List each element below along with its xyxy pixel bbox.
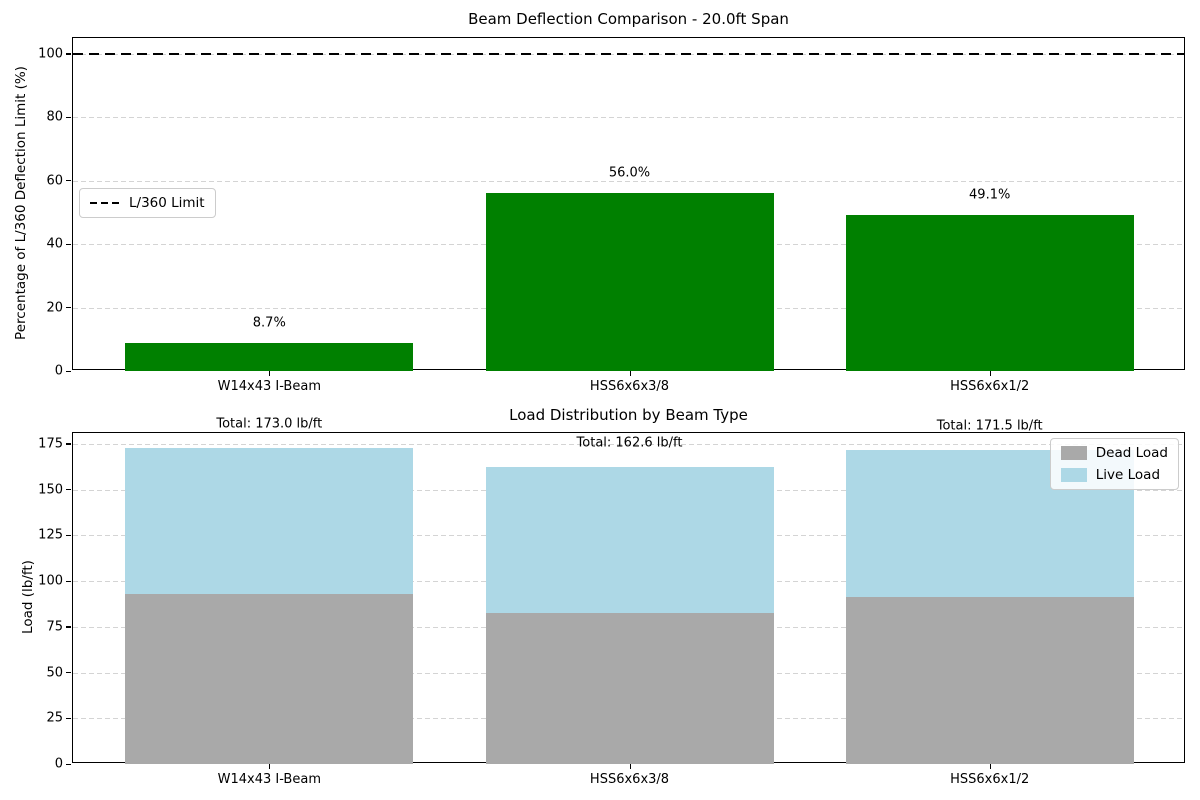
legend: Dead Load Live Load	[1049, 438, 1179, 490]
y-gridline	[73, 180, 1184, 182]
y-tick-mark	[66, 717, 71, 719]
y-gridline	[73, 117, 1184, 119]
total-load-label: Total: 162.6 lb/ft	[576, 435, 683, 451]
y-tick-label: 125	[38, 527, 63, 543]
live-load-bar	[125, 447, 414, 594]
legend: L/360 Limit	[79, 188, 216, 218]
y-tick-label: 25	[46, 710, 63, 726]
total-load-label: Total: 173.0 lb/ft	[216, 416, 323, 432]
x-tick-label: HSS6x6x1/2	[950, 772, 1030, 787]
x-tick-mark	[629, 371, 631, 376]
y-tick-label: 50	[46, 665, 63, 681]
y-tick-label: 0	[54, 363, 63, 379]
x-tick-label: HSS6x6x3/8	[589, 772, 670, 787]
y-tick-mark	[66, 370, 71, 372]
color-swatch	[1060, 446, 1087, 460]
x-tick-label: W14x43 I-Beam	[217, 772, 321, 787]
dead-load-bar	[125, 593, 414, 764]
bar-value-label: 56.0%	[608, 165, 651, 181]
y-tick-mark	[66, 307, 71, 309]
chart2-title: Load Distribution by Beam Type	[509, 406, 748, 424]
y-tick-mark	[66, 534, 71, 537]
y-tick-mark	[66, 626, 71, 628]
legend-label: L/360 Limit	[129, 195, 205, 211]
y-tick-label: 100	[38, 573, 63, 589]
y-tick-mark	[66, 243, 71, 245]
deflection-bar	[845, 215, 1134, 371]
deflection-bar	[485, 193, 774, 371]
deflection-bar	[125, 343, 414, 371]
y-tick-mark	[66, 672, 71, 674]
y-tick-label: 0	[54, 756, 63, 772]
x-tick-label: HSS6x6x3/8	[589, 379, 670, 394]
bar-value-label: 49.1%	[969, 187, 1011, 203]
x-tick-mark	[269, 764, 271, 769]
x-tick-mark	[989, 764, 991, 769]
x-tick-label: HSS6x6x1/2	[950, 379, 1030, 394]
y-tick-mark	[66, 489, 71, 491]
y-tick-label: 75	[46, 619, 63, 635]
bar-value-label: 8.7%	[252, 315, 286, 331]
legend-label: Live Load	[1095, 467, 1161, 483]
legend-label: Dead Load	[1095, 445, 1168, 461]
dead-load-bar	[485, 612, 774, 764]
x-tick-mark	[269, 371, 271, 376]
dashed-line-swatch	[90, 201, 120, 205]
y-tick-mark	[66, 53, 71, 55]
live-load-bar	[485, 466, 774, 613]
y-tick-label: 150	[38, 482, 63, 498]
y-tick-label: 80	[46, 109, 63, 125]
y-tick-mark	[66, 116, 71, 118]
chart2-plot-area: 0 25 50 75 100 125 150 175 W14x43 I-Beam HSS6x6x3…	[38, 416, 1185, 787]
l360-limit-line	[73, 52, 1184, 56]
y-tick-label: 20	[46, 300, 63, 316]
color-swatch	[1060, 468, 1087, 482]
total-load-label: Total: 171.5 lb/ft	[936, 418, 1043, 434]
chart1-title: Beam Deflection Comparison - 20.0ft Span	[468, 10, 789, 28]
x-tick-mark	[989, 371, 991, 376]
y-tick-mark	[66, 580, 71, 582]
legend-entry: L/360 Limit	[90, 195, 205, 211]
y-tick-label: 100	[38, 46, 63, 62]
x-tick-label: W14x43 I-Beam	[217, 379, 321, 394]
legend-entry: Dead Load	[1060, 445, 1168, 461]
y-tick-mark	[66, 180, 71, 182]
y-tick-mark	[66, 763, 71, 765]
y-tick-label: 60	[46, 173, 63, 189]
y-tick-mark	[66, 443, 71, 445]
dead-load-bar	[845, 596, 1134, 764]
legend-entry: Live Load	[1060, 467, 1168, 483]
chart1-plot-area: 0 20 40 60 80 100 W14x43 I-Beam HSS6x6x3/8 HSS6x…	[38, 37, 1185, 394]
y-gridline	[73, 443, 1184, 445]
y-tick-label: 175	[38, 436, 63, 452]
chart1-y-axis-label: Percentage of L/360 Deflection Limit (%)	[13, 66, 29, 340]
x-tick-mark	[629, 764, 631, 769]
y-tick-label: 40	[46, 236, 63, 252]
